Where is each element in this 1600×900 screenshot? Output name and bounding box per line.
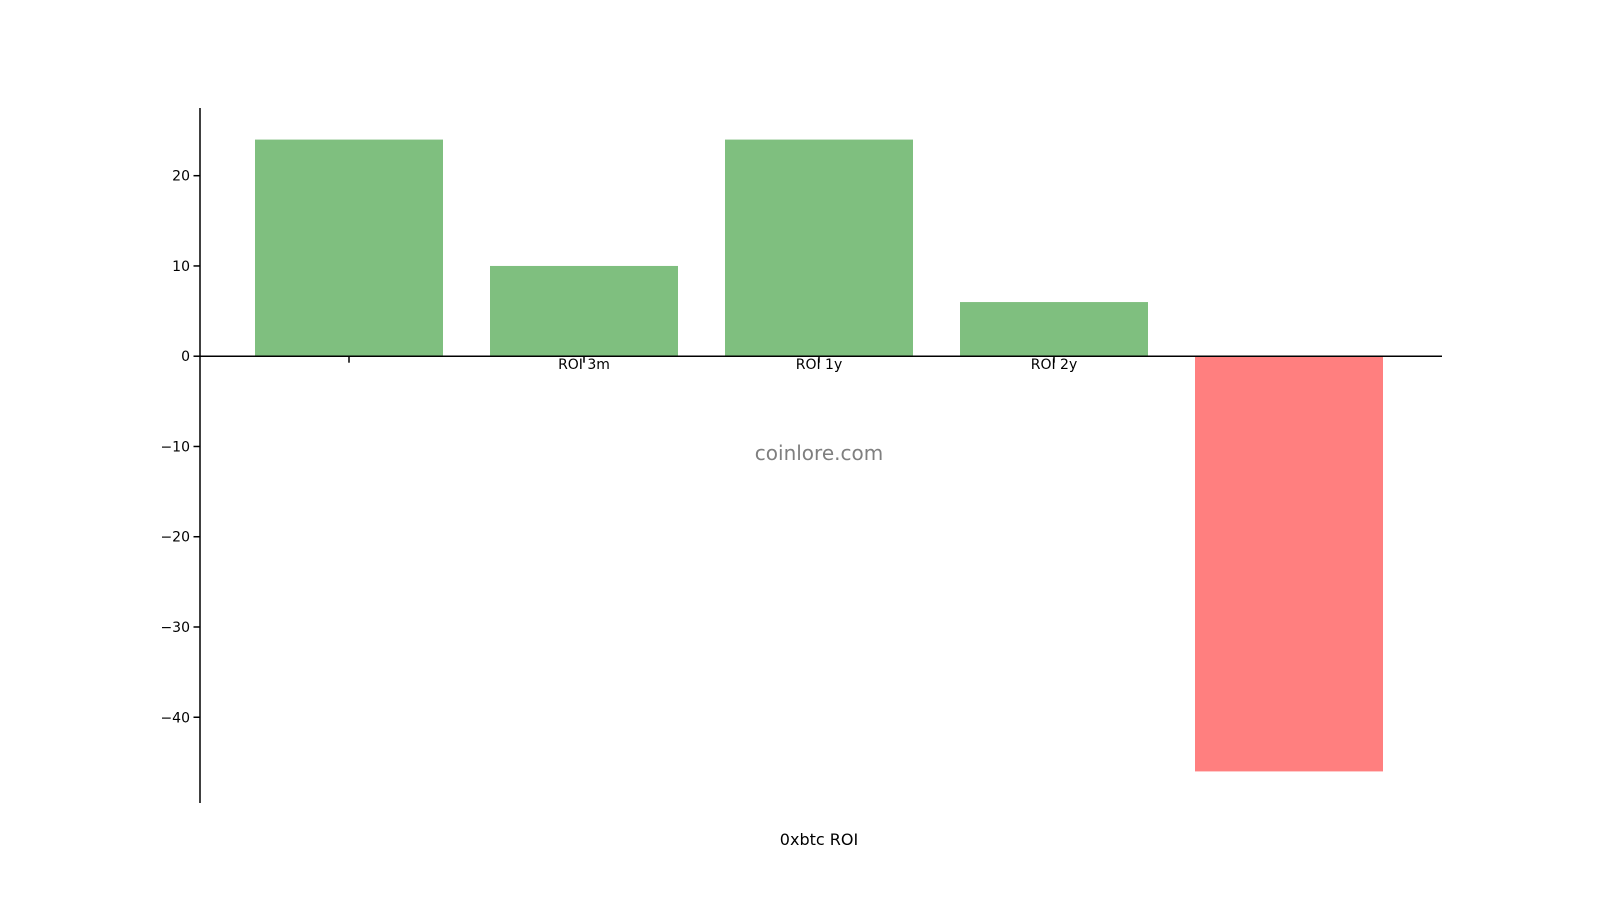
y-tick-label: 0: [181, 349, 190, 365]
y-tick-label: −30: [160, 620, 190, 636]
y-tick-label: −20: [160, 530, 190, 546]
bar: [1195, 356, 1383, 772]
watermark-text: coinlore.com: [755, 441, 883, 465]
y-axis-ticks: 20 10 0 −10 −20 −30 −40: [160, 169, 200, 726]
y-tick-label: 10: [172, 259, 190, 275]
x-tick-label: ROI 3m: [558, 357, 610, 373]
bars-group: [255, 139, 1383, 772]
y-tick-label: −40: [160, 710, 190, 726]
bar: [255, 139, 443, 357]
y-tick-label: 20: [172, 169, 190, 185]
y-tick-label: −10: [160, 439, 190, 455]
x-tick-label: ROI 1y: [796, 357, 843, 373]
x-tick-label: ROI 2y: [1031, 357, 1078, 373]
bar: [725, 139, 913, 357]
bar: [960, 302, 1148, 357]
bar: [490, 265, 678, 357]
x-axis-labels: ROI 3m ROI 1y ROI 2y: [558, 357, 1077, 373]
chart-title: 0xbtc ROI: [780, 830, 858, 849]
